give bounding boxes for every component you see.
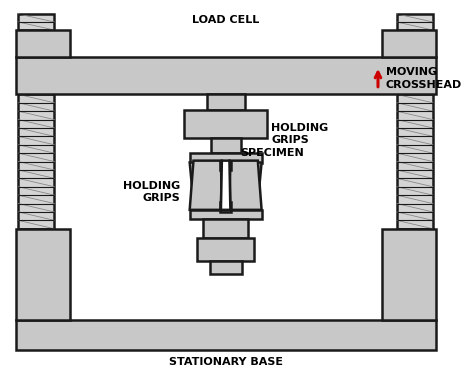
Bar [190,153,262,163]
Text: SPECIMEN: SPECIMEN [240,148,303,158]
Bar [207,94,245,110]
Bar [220,161,231,170]
Text: LOAD CELL: LOAD CELL [192,15,259,25]
Bar [397,94,433,229]
Bar [382,229,436,319]
Bar [16,319,436,350]
Bar [197,238,254,261]
Text: HOLDING
GRIPS: HOLDING GRIPS [123,181,180,203]
Bar [397,14,433,30]
Bar [16,30,70,56]
Bar [210,138,241,153]
Bar [16,229,70,319]
Text: STATIONARY BASE: STATIONARY BASE [169,357,283,367]
Bar [382,30,436,56]
Polygon shape [221,163,230,202]
Bar [16,56,436,94]
Polygon shape [190,163,222,202]
Bar [397,229,433,319]
Polygon shape [229,163,262,202]
Bar [210,261,242,274]
Polygon shape [221,161,230,210]
Polygon shape [190,161,222,210]
Text: HOLDING
GRIPS: HOLDING GRIPS [271,123,328,145]
Bar [18,14,55,30]
Text: MOVING
CROSSHEAD: MOVING CROSSHEAD [385,67,462,89]
Bar [203,219,248,238]
Bar [18,94,55,229]
Bar [222,170,229,212]
Bar [184,110,267,138]
Bar [220,202,231,212]
Bar [190,210,262,219]
Bar [18,229,55,319]
Polygon shape [229,161,262,210]
